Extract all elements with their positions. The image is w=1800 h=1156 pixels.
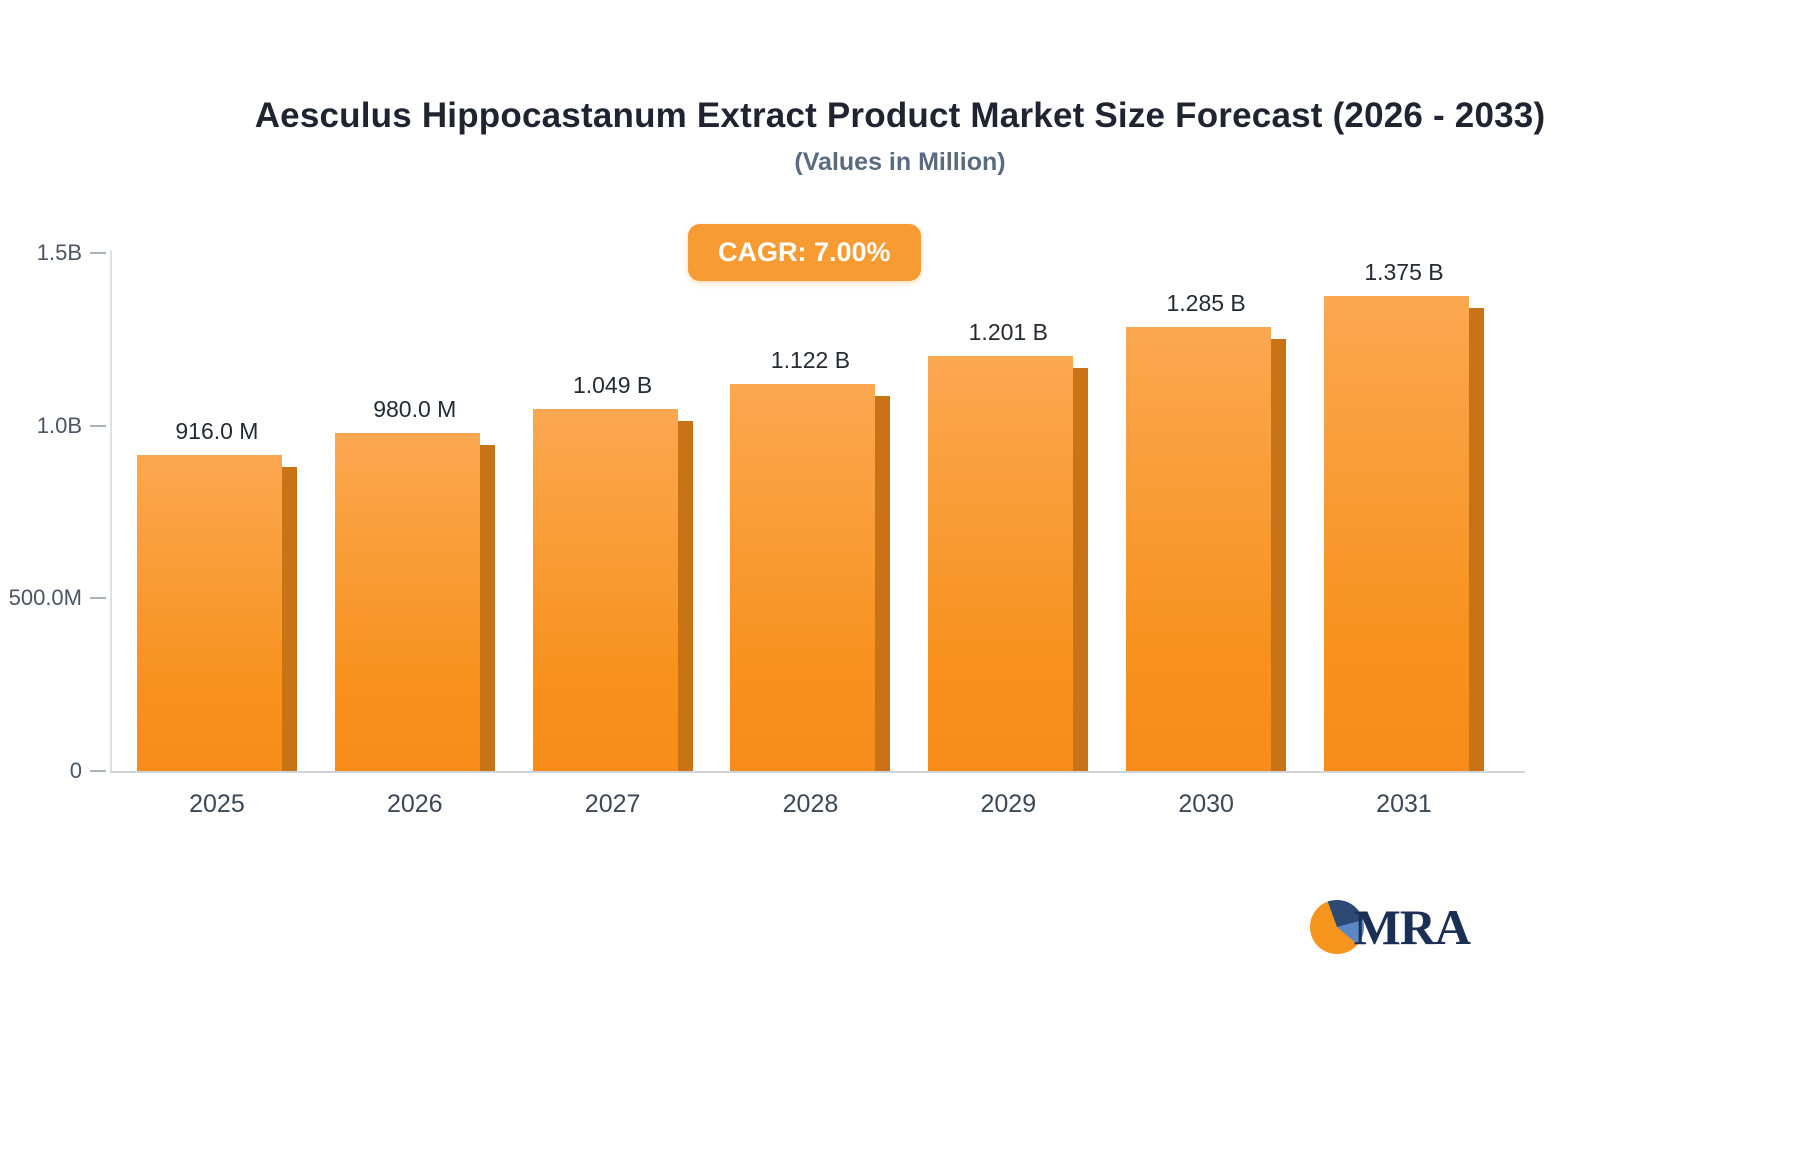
bar-value-label: 980.0 M: [373, 395, 457, 422]
y-tick-label: 1.5B: [36, 240, 82, 265]
y-axis-line: [110, 250, 112, 772]
bars-row: 916.0 M 2025 980.0 M 2026 1.049 B 2027 1.122 B…: [118, 253, 1503, 818]
x-axis-label: 2031: [1376, 790, 1432, 818]
x-axis-line: [110, 771, 1525, 773]
bar-front-face: [136, 454, 282, 771]
bar-value-label: 1.285 B: [1166, 290, 1246, 317]
y-tick-mark: [90, 770, 106, 772]
y-tick-label: 0: [69, 758, 82, 783]
bar-side-shade: [875, 395, 891, 771]
x-axis-label: 2028: [782, 790, 839, 818]
x-axis-label: 2027: [584, 790, 641, 818]
y-tick-label: 1.0B: [36, 412, 82, 438]
logo: MRA: [1309, 898, 1471, 956]
logo-text: MRA: [1353, 899, 1471, 955]
bar-front-face: [1126, 327, 1272, 771]
bar-front-face: [334, 432, 480, 771]
y-tick-mark: [90, 597, 106, 600]
x-axis-label: 2025: [189, 790, 245, 818]
bar-group[interactable]: 1.201 B 2029: [910, 253, 1106, 818]
y-tick-label: 500.0M: [8, 585, 82, 611]
y-tick-mark: [90, 424, 106, 427]
bar-front-face: [928, 356, 1074, 771]
bar[interactable]: [334, 432, 495, 771]
bar-group[interactable]: 980.0 M 2026: [317, 253, 513, 818]
bar-group[interactable]: 1.285 B 2030: [1108, 253, 1304, 818]
bar[interactable]: [928, 356, 1089, 771]
x-axis-label: 2030: [1178, 790, 1234, 818]
bar-value-label: 1.122 B: [770, 346, 851, 373]
bar-value-label: 1.375 B: [1364, 259, 1444, 286]
cagr-badge: CAGR: 7.00%: [688, 224, 921, 281]
bar[interactable]: [136, 454, 297, 771]
bar-value-label: 916.0 M: [175, 417, 259, 444]
y-tick-mark: [90, 252, 106, 254]
bar[interactable]: [730, 383, 891, 771]
x-axis-label: 2026: [386, 790, 443, 818]
bar-side-shade: [1271, 339, 1287, 771]
bar-value-label: 1.049 B: [572, 371, 653, 398]
bar-front-face: [1323, 296, 1469, 771]
bar[interactable]: [532, 408, 693, 771]
bar-front-face: [532, 408, 678, 771]
bar-group[interactable]: 1.122 B 2028: [712, 253, 908, 818]
bar-side-shade: [1073, 368, 1089, 771]
bar-front-face: [730, 383, 876, 771]
bar[interactable]: [1126, 327, 1287, 771]
bar-side-shade: [281, 466, 297, 771]
bar-group[interactable]: 1.375 B 2031: [1306, 253, 1502, 818]
bar-group[interactable]: 916.0 M 2025: [119, 253, 315, 818]
bar-side-shade: [1468, 308, 1484, 771]
bar-side-shade: [677, 420, 693, 771]
bar-group[interactable]: 1.049 B 2027: [515, 253, 711, 818]
bar[interactable]: [1323, 296, 1484, 771]
bar-value-label: 1.201 B: [968, 319, 1048, 346]
logo-pie-icon: [1309, 900, 1364, 954]
chart-title: Aesculus Hippocastanum Extract Product M…: [254, 96, 1546, 135]
chart-subtitle: (Values in Million): [794, 148, 1006, 176]
x-axis-label: 2029: [980, 790, 1037, 818]
bar-side-shade: [479, 444, 495, 771]
